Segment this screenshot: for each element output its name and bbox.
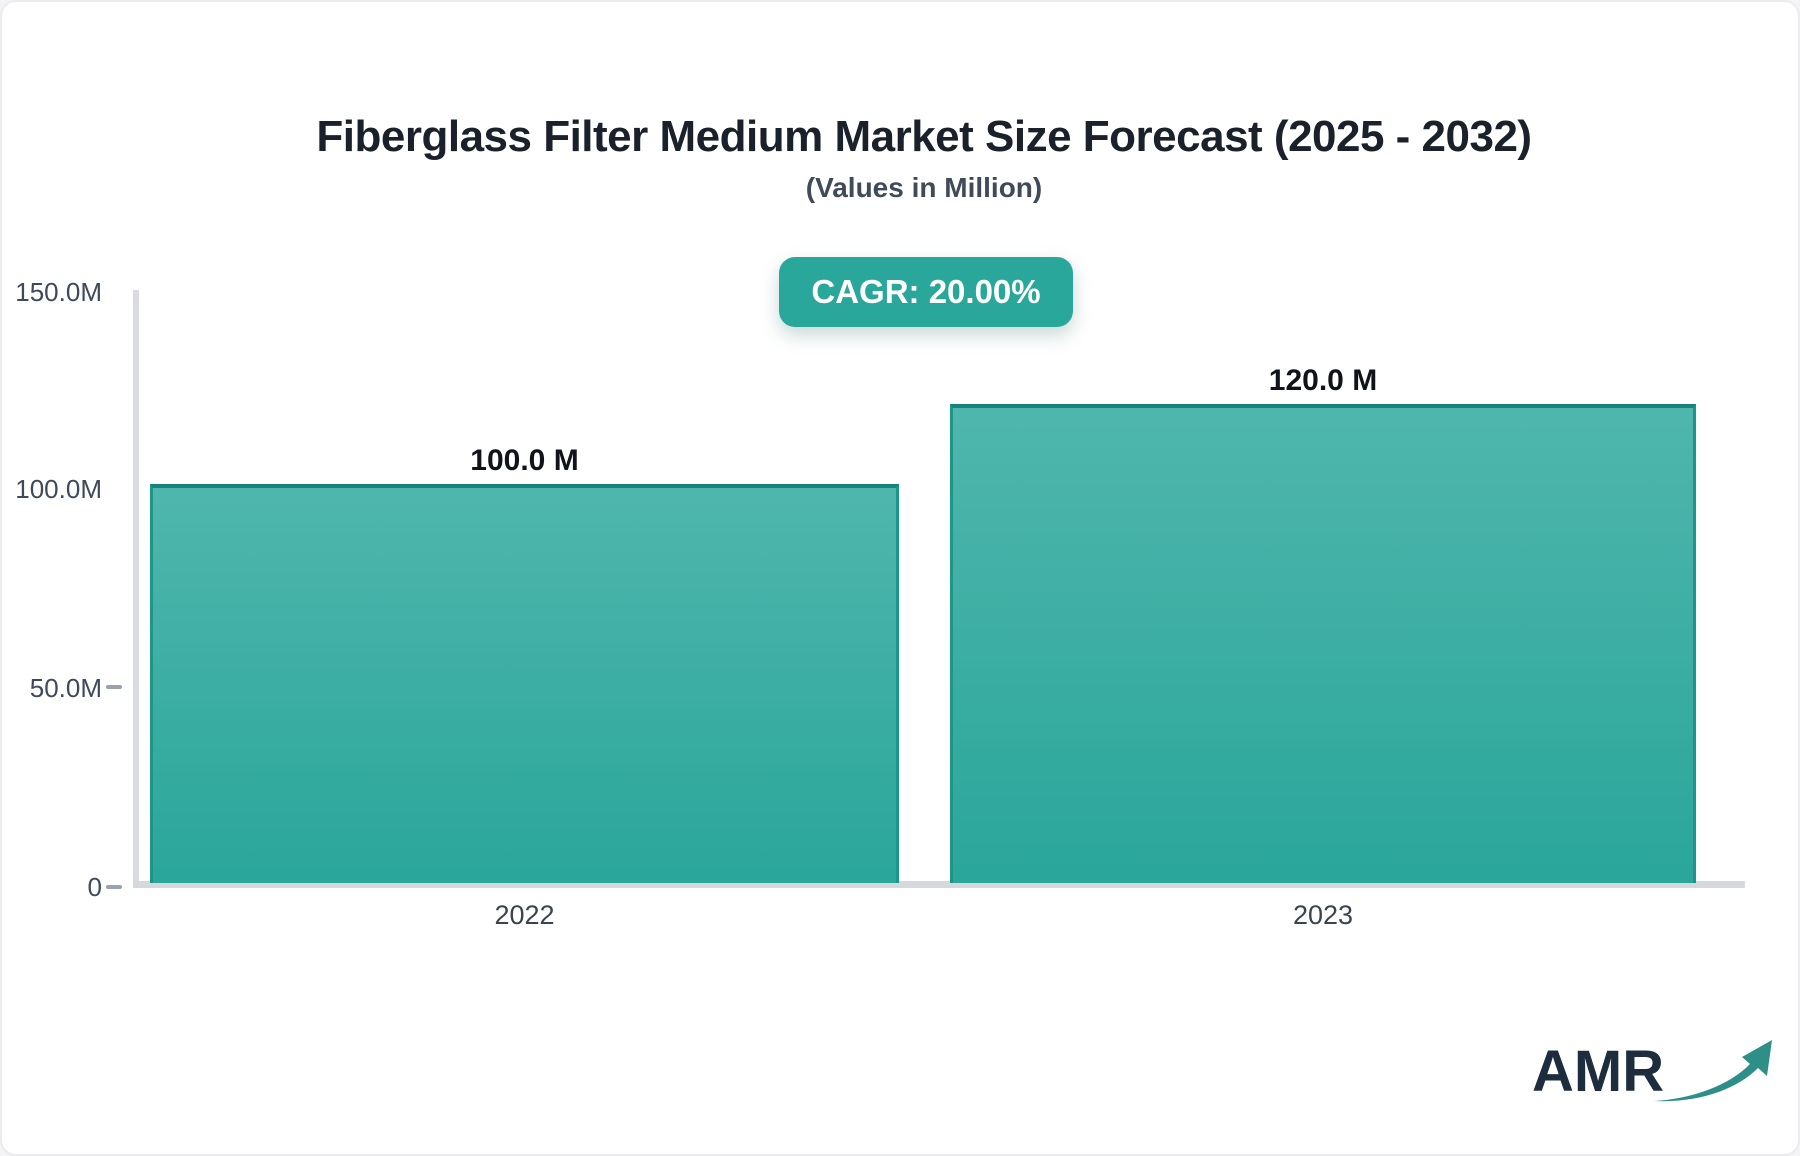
x-axis-label-2022: 2022 [494, 900, 555, 930]
title-row: Fiberglass Filter Medium Market Size For… [50, 112, 1798, 162]
y-tick-150m: 150.0M [15, 277, 102, 307]
y-tick-mark-50m [106, 685, 122, 689]
cagr-badge: CAGR: 20.00% [779, 257, 1073, 327]
bar-2023: 120.0 M [950, 364, 1696, 883]
bar-value-label-2022: 100.0 M [470, 444, 579, 477]
y-tick-0: 0 [87, 872, 102, 902]
amr-logo-arrow-icon [1654, 1040, 1772, 1102]
x-axis-label-2023: 2023 [1292, 900, 1354, 930]
y-tick-50m: 50.0M [29, 673, 102, 703]
x-axis-baseline [133, 881, 1745, 888]
chart-title: Fiberglass Filter Medium Market Size For… [316, 112, 1532, 161]
bar-value-label-2023: 120.0 M [1268, 364, 1378, 397]
y-tick-mark-0 [106, 885, 122, 889]
bar-2022: 100.0 M [150, 444, 899, 883]
subtitle-row: (Values in Million) [50, 172, 1798, 204]
chart-subtitle: (Values in Million) [805, 172, 1043, 203]
y-axis-line [133, 290, 139, 887]
y-tick-100m: 100.0M [15, 474, 102, 504]
amr-logo-text: AMR [1532, 1039, 1665, 1104]
amr-logo: AMR [1532, 1032, 1772, 1122]
